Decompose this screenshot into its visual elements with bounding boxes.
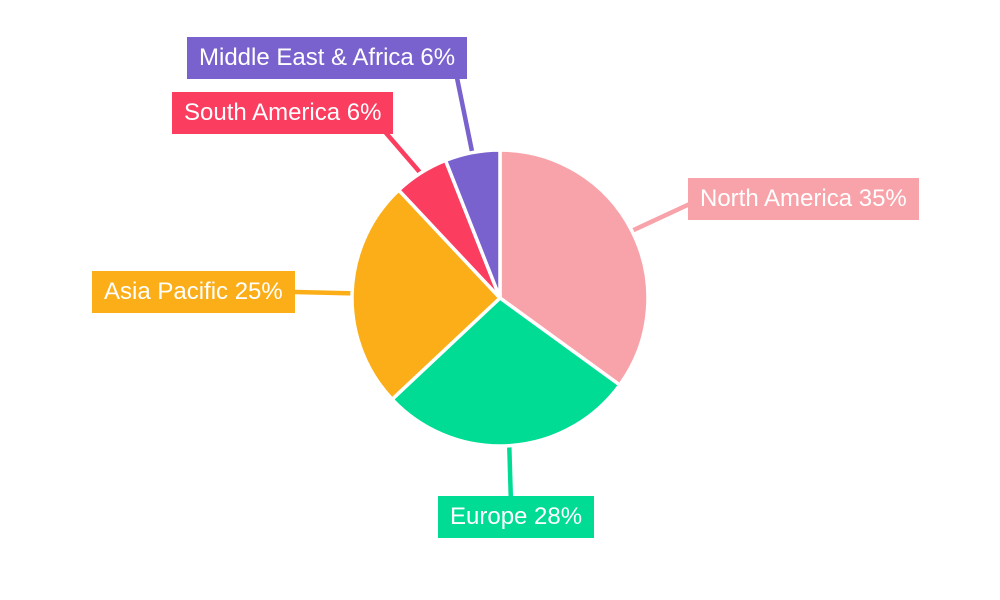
pie-slices — [350, 148, 650, 448]
slice-label-europe: Europe 28% — [438, 496, 595, 538]
pie-slice-north-america[interactable] — [498, 148, 650, 387]
leader-line — [506, 444, 514, 505]
pie-slice-asia-pacific[interactable] — [350, 188, 502, 402]
pie-slice-europe[interactable] — [390, 296, 622, 448]
leader-line — [630, 199, 695, 234]
slice-label-south-america: South America 6% — [172, 92, 394, 134]
leader-line — [294, 289, 354, 296]
pie-slice-middle-east-africa[interactable] — [443, 148, 502, 300]
leader-line — [453, 72, 475, 155]
slice-label-middle-east-africa: Middle East & Africa 6% — [187, 37, 468, 79]
slice-label-asia-pacific: Asia Pacific 25% — [92, 271, 295, 313]
slice-label-north-america: North America 35% — [688, 178, 919, 220]
